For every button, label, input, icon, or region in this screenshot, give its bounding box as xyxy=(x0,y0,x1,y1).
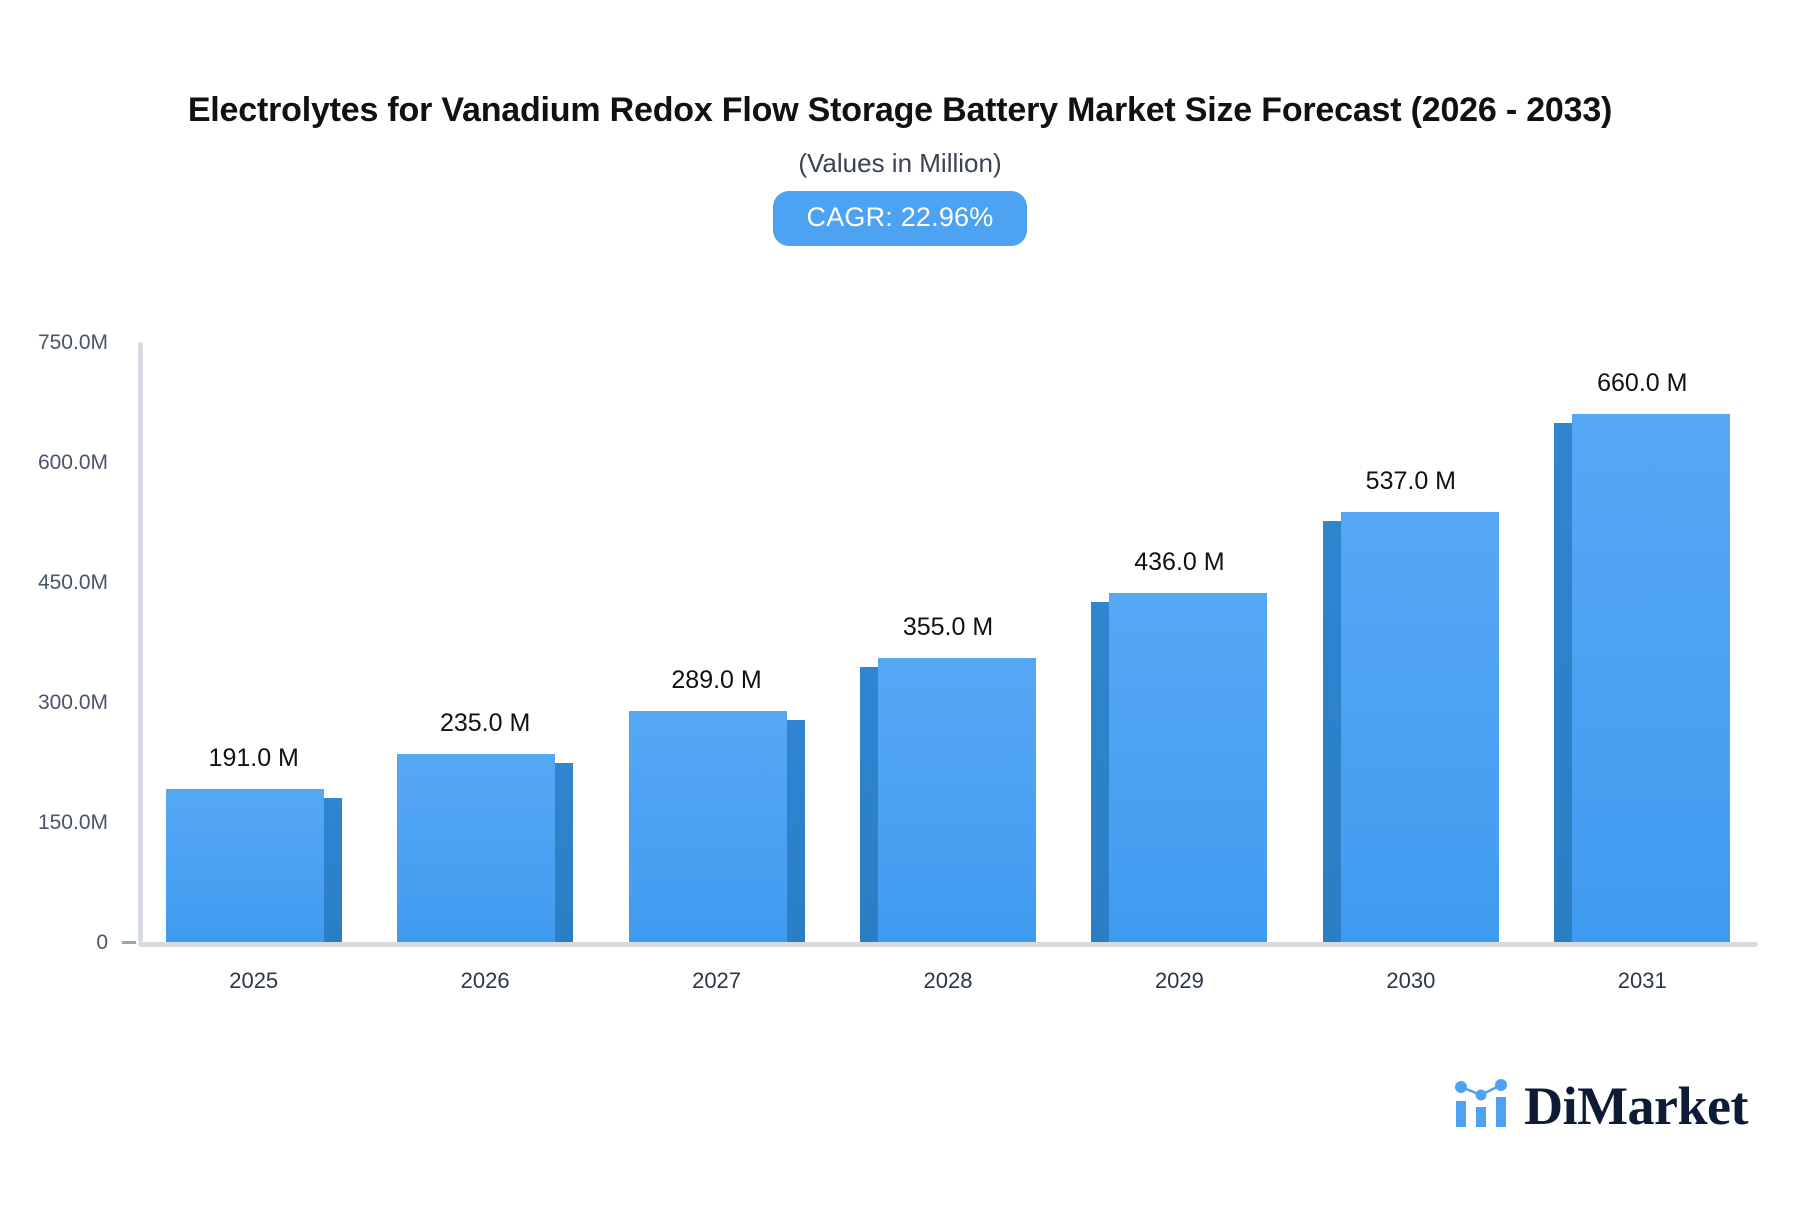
bar-front-face xyxy=(1109,593,1268,942)
bar-side-face xyxy=(786,719,805,942)
y-axis-tick-label: 600.0M xyxy=(37,451,108,474)
y-axis-line xyxy=(138,342,143,942)
bar-front-face xyxy=(397,754,556,942)
bar-front-face xyxy=(878,658,1036,942)
bar-side-face xyxy=(1554,423,1573,942)
logo-wordmark: DiMarket xyxy=(1524,1075,1748,1136)
bar-chart-icon xyxy=(1454,1077,1510,1134)
bar-side-face xyxy=(555,763,574,942)
brand-logo: DiMarket xyxy=(1454,1077,1748,1134)
x-axis-line xyxy=(138,942,1758,947)
chart-plot-area: 0 150.0M 300.0M 450.0M 600.0M 750.0M 191.0 M 2… xyxy=(0,292,1800,993)
chart-header: Electrolytes for Vanadium Redox Flow Sto… xyxy=(0,88,1800,246)
bar-side-face xyxy=(1322,521,1341,942)
bar-front-face xyxy=(1340,512,1499,942)
bar-value-label: 537.0 M xyxy=(1365,467,1457,496)
x-axis-tick-label: 2025 xyxy=(229,968,279,993)
bar-front-face xyxy=(1572,414,1731,942)
x-axis-tick-label: 2027 xyxy=(692,968,742,993)
y-axis-tick-label: 300.0M xyxy=(37,691,108,714)
bar-side-face xyxy=(1091,602,1110,942)
cagr-badge: CAGR: 22.96% xyxy=(772,190,1028,246)
bar-side-face xyxy=(323,798,342,942)
y-axis-tick-label: 750.0M xyxy=(37,331,108,354)
y-axis-tick xyxy=(122,941,136,944)
x-axis-tick-label: 2031 xyxy=(1617,968,1667,993)
bar-side-face xyxy=(860,667,878,942)
bar-front-face xyxy=(165,789,324,942)
bar-front-face xyxy=(628,710,787,942)
x-axis-tick-label: 2026 xyxy=(460,968,510,993)
bar-value-label: 289.0 M xyxy=(671,665,762,694)
bar-value-label: 436.0 M xyxy=(1134,548,1225,577)
bar-series: 191.0 M 235.0 M 289.0 M 355.0 M 436.0 M 537.0… xyxy=(138,292,1758,947)
page-title: Electrolytes for Vanadium Redox Flow Sto… xyxy=(187,91,1613,129)
x-axis-tick-label: 2028 xyxy=(923,968,973,993)
bar-value-label: 235.0 M xyxy=(439,709,531,737)
y-axis-tick-label: 150.0M xyxy=(37,811,108,834)
chart-subtitle: (Values in Million) xyxy=(798,147,1002,178)
bar-value-label: 191.0 M xyxy=(208,744,299,773)
bar-value-label: 355.0 M xyxy=(902,613,994,641)
x-axis-tick-label: 2029 xyxy=(1154,968,1204,993)
bar-value-label: 660.0 M xyxy=(1597,369,1688,397)
y-axis-tick-label: 0 xyxy=(96,931,108,954)
y-axis-tick-label: 450.0M xyxy=(37,571,108,594)
x-axis-tick-label: 2030 xyxy=(1386,968,1436,993)
